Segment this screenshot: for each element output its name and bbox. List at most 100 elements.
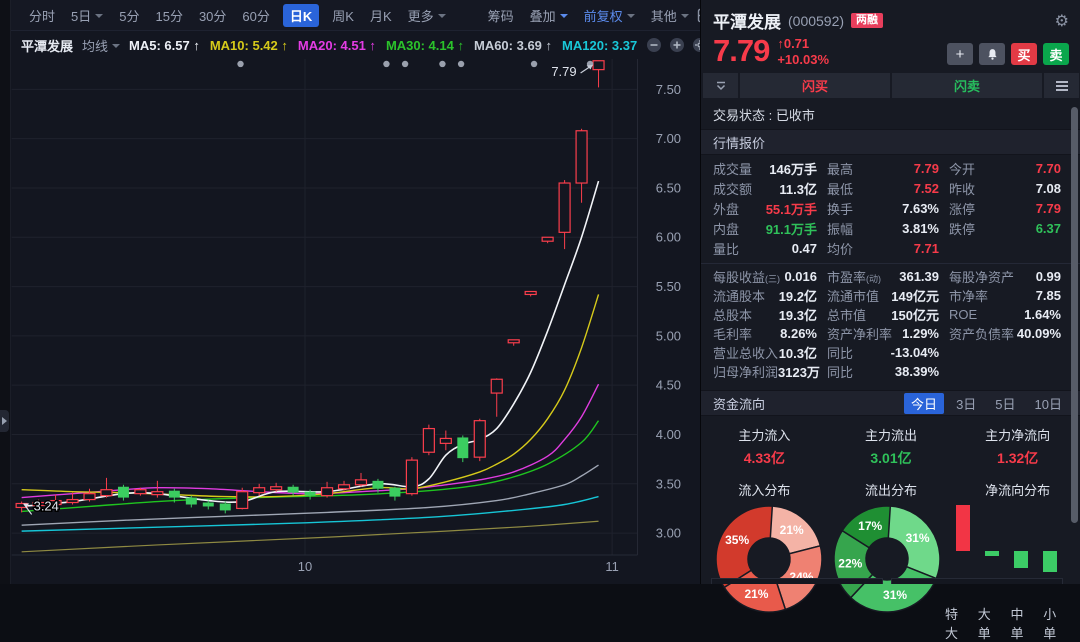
stat-label: 昨收 [949, 181, 976, 197]
zoom-in-icon[interactable] [669, 37, 685, 53]
panel-scrollbar[interactable] [1071, 107, 1078, 523]
flow-tab-5日[interactable]: 5日 [995, 396, 1016, 412]
flash-buy-button[interactable]: 闪买 [740, 73, 890, 98]
menu-icon [1055, 80, 1068, 91]
stat-value: 150亿元 [891, 308, 939, 323]
stat-value: 19.2亿 [778, 289, 817, 304]
candle-body [100, 489, 113, 497]
fundamentals-grid: 每股收益(三) 0.016 市盈率(动) 361.39 每股净资产 0.99 流通股本 19.… [701, 263, 1080, 384]
next-section-cutoff [711, 578, 1063, 584]
candle-body [507, 339, 520, 344]
period-tab-分时[interactable]: 分时 [29, 8, 56, 24]
chart-stock-name: 平潭发展 [21, 38, 74, 54]
stat-empty [949, 362, 1071, 381]
donut-slice [886, 505, 941, 580]
event-dot [237, 60, 244, 68]
ma-selector-dropdown[interactable]: 均线 [82, 36, 121, 55]
flash-sell-button[interactable]: 闪卖 [892, 73, 1042, 98]
expand-left-panel-handle[interactable] [0, 410, 9, 432]
ma-line-MA60 [21, 464, 599, 526]
stat-label: 换手 [827, 201, 854, 217]
stat-外盘: 外盘 55.1万手 [713, 198, 827, 218]
stat-value: 7.85 [1035, 288, 1061, 303]
candle-body [83, 493, 96, 501]
period-tab-日K[interactable]: 日K [282, 3, 320, 27]
stat-value: 3.81% [902, 220, 939, 236]
sell-button[interactable]: 卖 [1043, 43, 1069, 65]
donut-slice-label: 17% [858, 519, 882, 533]
stat-value: 7.52 [913, 180, 939, 196]
stat-换手: 换手 7.63% [827, 198, 949, 218]
stat-value: 91.1万手 [765, 221, 817, 237]
tool-叠加[interactable]: 叠加 [522, 6, 576, 25]
donut-slice-label: 22% [838, 557, 862, 571]
stat-value: 149亿元 [891, 289, 939, 304]
stat-每股收益: 每股收益(三) 0.016 [713, 267, 827, 286]
stat-ROE: ROE 1.64% [949, 305, 1071, 324]
stat-均价: 均价 7.71 [827, 238, 949, 258]
collapse-panel-button[interactable] [703, 73, 738, 98]
buy-button[interactable]: 买 [1011, 43, 1037, 65]
order-size-labels: 特大 大单 中单 小单 [945, 597, 1080, 642]
candle-body [270, 486, 283, 491]
flow-stat-label: 主力流入 [738, 428, 791, 443]
net-flow-bar-chart [956, 505, 1057, 572]
stat-label: 成交量 [713, 161, 753, 177]
period-tab-5日[interactable]: 5日 [63, 4, 111, 27]
donut-slice-label: 35% [725, 533, 749, 547]
price-change: ↑0.71 +10.03% [777, 36, 829, 68]
order-menu-button[interactable] [1044, 73, 1079, 98]
stat-流通股本: 流通股本 19.2亿 [713, 286, 827, 305]
flow-tab-3日[interactable]: 3日 [956, 396, 977, 412]
period-tabs: 分时 5日 5分 15分 30分 60分 日K 周K 月K 更多 [21, 3, 454, 27]
period-tab-更多[interactable]: 更多 [400, 4, 454, 27]
panel-settings-gear-icon[interactable]: ⚙ [1054, 12, 1069, 30]
period-tab-15分[interactable]: 15分 [155, 8, 183, 24]
ma-legend-MA30: MA30: 4.14 ↑ [385, 37, 464, 53]
stat-value: 10.3亿 [778, 346, 817, 361]
zoom-out-icon[interactable] [646, 37, 662, 53]
candle-body [304, 491, 316, 496]
flow-tab-10日[interactable]: 10日 [1034, 396, 1062, 412]
candle-body [592, 60, 605, 71]
alert-bell-button[interactable] [979, 43, 1005, 65]
tool-其他[interactable]: 其他 [643, 6, 697, 25]
distribution-charts: 21% 24% 21% 35% 31% 31% 22% 17% 特大 大单 中单 小单 [701, 499, 1080, 642]
stat-归母净利润: 归母净利润 3123万 [713, 362, 827, 381]
add-to-watchlist-button[interactable]: + [947, 43, 973, 65]
y-axis-label: 3.00 [656, 526, 681, 541]
stat-label: 跌停 [949, 221, 976, 237]
chart-toolbar: 分时 5日 5分 15分 30分 60分 日K 周K 月K 更多 筹码 叠加 前复权 其他 [11, 0, 765, 31]
flow-stat-label: 主力净流向 [985, 428, 1051, 443]
period-tab-月K[interactable]: 月K [369, 8, 392, 24]
candlestick-chart[interactable]: 3.00 3.50 4.00 4.50 5.00 5.50 6.00 6.50 7.00 7.50… [11, 59, 700, 584]
x-axis-label: 10 [298, 559, 312, 574]
change-percent: +10.03% [777, 52, 830, 67]
stat-量比: 量比 0.47 [713, 238, 827, 258]
stat-label: 今开 [949, 161, 976, 177]
period-tab-30分[interactable]: 30分 [198, 8, 227, 24]
period-tab-60分[interactable]: 60分 [242, 8, 270, 24]
candle-body [575, 130, 588, 184]
stat-value: 8.26% [780, 326, 817, 341]
period-tab-5分[interactable]: 5分 [119, 8, 140, 24]
ma-line-MA10 [21, 294, 600, 498]
start-price-tag: 3.24 [34, 498, 59, 513]
stock-name: 平潭发展 [713, 13, 781, 32]
stat-label: 外盘 [713, 201, 740, 217]
tool-前复权[interactable]: 前复权 [576, 6, 643, 25]
y-axis-label: 4.00 [656, 427, 681, 442]
stat-label: 流通股本 [713, 289, 766, 304]
event-dot [457, 60, 465, 68]
candle-body [236, 491, 249, 510]
donut-slice [715, 505, 774, 589]
candle-body [32, 501, 45, 507]
chevron-down-icon [437, 14, 446, 18]
tool-筹码[interactable]: 筹码 [487, 8, 514, 24]
period-tab-周K[interactable]: 周K [332, 8, 354, 24]
stat-昨收: 昨收 7.08 [949, 178, 1071, 198]
inflow-donut-chart: 21%24%21%35% [715, 505, 823, 613]
flow-tab-今日[interactable]: 今日 [904, 392, 945, 414]
quote-panel: 平潭发展 (000592) 两融 ⚙ 7.79 ↑0.71 +10.03% + … [700, 0, 1080, 641]
